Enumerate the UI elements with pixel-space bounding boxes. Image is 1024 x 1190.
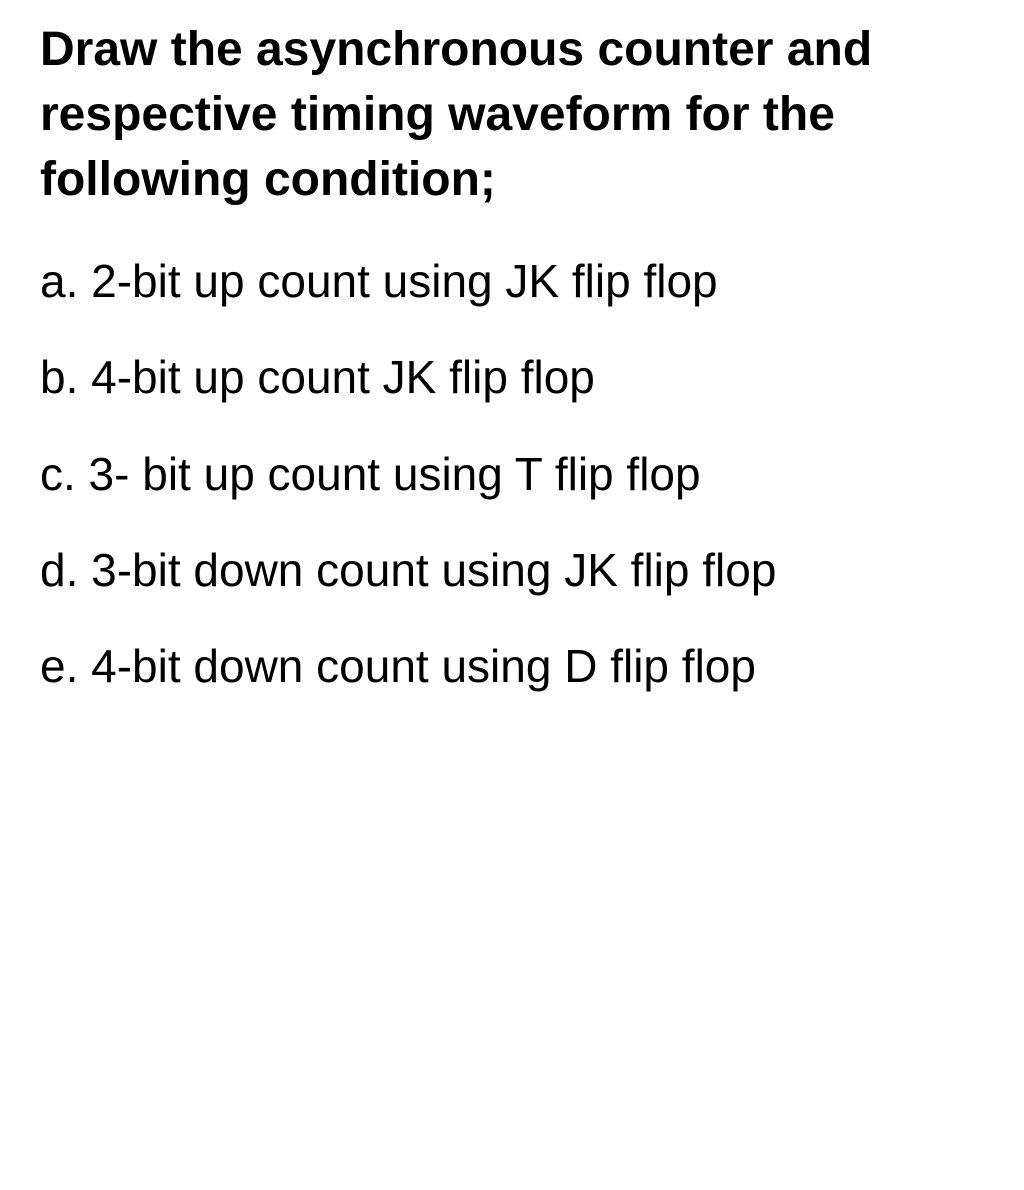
option-e: e. 4-bit down count using D flip flop [40, 635, 994, 697]
option-d: d. 3-bit down count using JK flip flop [40, 539, 994, 601]
option-a: a. 2-bit up count using JK flip flop [40, 250, 994, 312]
option-c: c. 3- bit up count using T flip flop [40, 443, 994, 505]
option-b: b. 4-bit up count JK flip flop [40, 346, 994, 408]
question-title: Draw the asynchronous counter and respec… [40, 18, 994, 212]
